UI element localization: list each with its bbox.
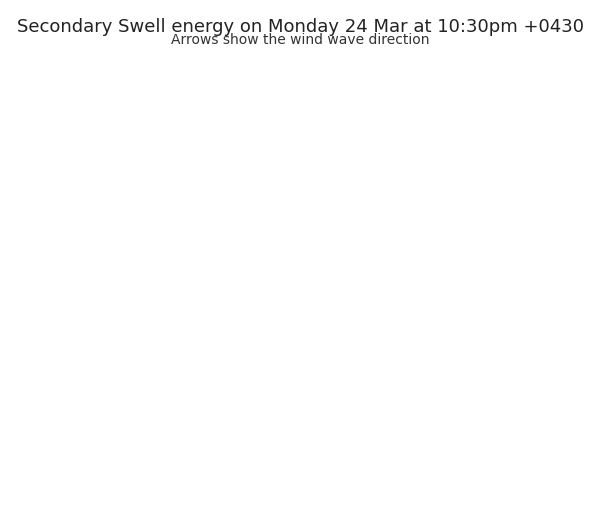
Text: Secondary Swell energy on Monday 24 Mar at 10:30pm +0430: Secondary Swell energy on Monday 24 Mar … — [17, 18, 584, 36]
Text: Arrows show the wind wave direction: Arrows show the wind wave direction — [171, 33, 430, 47]
